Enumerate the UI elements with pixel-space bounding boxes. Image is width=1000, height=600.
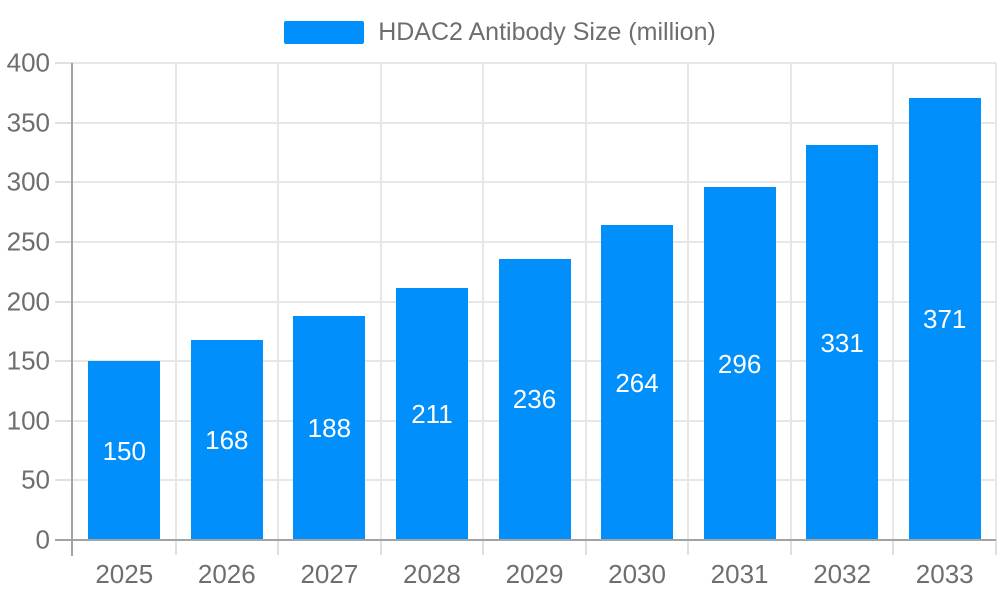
x-axis-label: 2029 bbox=[505, 559, 564, 589]
x-axis-label: 2025 bbox=[95, 559, 154, 589]
x-axis-label: 2026 bbox=[197, 559, 256, 589]
x-axis-label: 2032 bbox=[813, 559, 872, 589]
y-axis-tick bbox=[55, 181, 73, 184]
x-axis-label: 2027 bbox=[300, 559, 359, 589]
y-axis-label: 100 bbox=[6, 405, 50, 436]
x-axis-label: 2033 bbox=[915, 559, 974, 589]
bar[interactable]: 371 bbox=[908, 97, 981, 540]
y-axis-tick bbox=[55, 240, 73, 243]
x-gridline bbox=[789, 63, 792, 540]
x-axis-tick bbox=[174, 540, 177, 555]
y-axis-tick bbox=[55, 62, 73, 64]
bar-value-label: 264 bbox=[615, 367, 659, 398]
x-axis-label: 2031 bbox=[710, 559, 769, 589]
x-axis-tick bbox=[789, 540, 792, 555]
y-axis-tick bbox=[55, 300, 73, 303]
bar-value-label: 371 bbox=[923, 303, 967, 334]
bar[interactable]: 168 bbox=[190, 339, 263, 540]
y-axis-label: 50 bbox=[21, 464, 50, 495]
x-gridline bbox=[379, 63, 382, 540]
bar[interactable]: 264 bbox=[601, 225, 674, 540]
bar[interactable]: 211 bbox=[395, 288, 468, 540]
y-axis-tick bbox=[55, 479, 73, 482]
y-axis-label: 300 bbox=[6, 166, 50, 197]
y-axis-line bbox=[71, 63, 73, 556]
x-gridline bbox=[482, 63, 485, 540]
x-gridline bbox=[174, 63, 177, 540]
legend-label: HDAC2 Antibody Size (million) bbox=[378, 17, 716, 46]
y-gridline bbox=[73, 62, 996, 64]
x-gridline bbox=[277, 63, 280, 540]
x-gridline bbox=[995, 63, 997, 540]
x-gridline bbox=[687, 63, 690, 540]
bar[interactable]: 188 bbox=[293, 315, 366, 540]
bar[interactable]: 331 bbox=[806, 145, 879, 540]
x-axis-tick bbox=[482, 540, 485, 555]
y-axis-label: 250 bbox=[6, 226, 50, 257]
x-axis-line bbox=[55, 539, 996, 541]
y-axis-label: 400 bbox=[6, 47, 50, 78]
y-gridline bbox=[73, 121, 996, 124]
x-axis-tick bbox=[892, 540, 895, 555]
bar[interactable]: 150 bbox=[88, 361, 161, 540]
y-axis-tick bbox=[55, 121, 73, 124]
y-axis-label: 150 bbox=[6, 345, 50, 376]
legend-swatch bbox=[284, 20, 365, 44]
y-axis-label: 350 bbox=[6, 107, 50, 138]
y-axis-label: 200 bbox=[6, 285, 50, 316]
y-axis-tick bbox=[55, 419, 73, 422]
y-gridline bbox=[73, 181, 996, 184]
bar[interactable]: 236 bbox=[498, 258, 571, 540]
x-axis-tick bbox=[687, 540, 690, 555]
y-axis-tick bbox=[55, 360, 73, 363]
x-axis-tick bbox=[277, 540, 280, 555]
x-axis-tick bbox=[379, 540, 382, 555]
bar-value-label: 211 bbox=[411, 399, 453, 430]
bar-value-label: 331 bbox=[820, 327, 864, 358]
y-axis-label: 0 bbox=[35, 524, 50, 555]
x-axis-tick bbox=[584, 540, 587, 555]
bar-value-label: 236 bbox=[512, 384, 557, 415]
x-axis-label: 2030 bbox=[608, 559, 666, 589]
bar-value-label: 296 bbox=[717, 348, 762, 379]
y-gridline bbox=[73, 240, 996, 243]
bar-value-label: 188 bbox=[307, 412, 352, 443]
x-axis-label: 2028 bbox=[403, 559, 461, 589]
legend[interactable]: HDAC2 Antibody Size (million) bbox=[0, 17, 1000, 46]
bar-value-label: 150 bbox=[102, 435, 146, 466]
x-gridline bbox=[892, 63, 895, 540]
bar-value-label: 168 bbox=[205, 424, 249, 455]
x-gridline bbox=[584, 63, 587, 540]
x-axis-tick bbox=[995, 540, 997, 555]
bar[interactable]: 296 bbox=[703, 187, 776, 540]
